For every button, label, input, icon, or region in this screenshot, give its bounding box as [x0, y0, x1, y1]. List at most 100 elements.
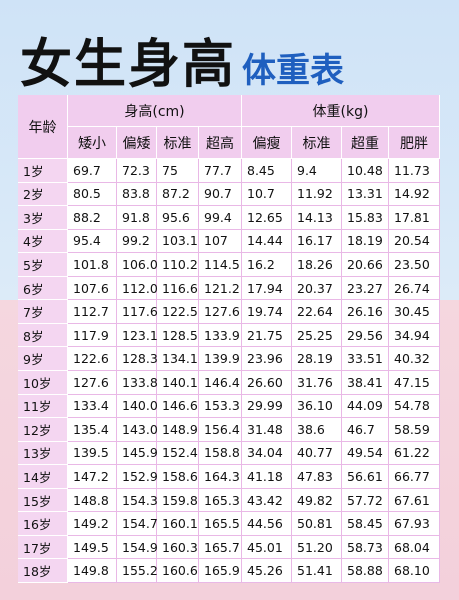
- value-cell: 160.6: [157, 559, 199, 583]
- value-cell: 91.8: [117, 206, 157, 230]
- value-cell: 158.8: [199, 441, 242, 466]
- value-cell: 147.2: [68, 465, 117, 489]
- value-cell: 133.4: [68, 394, 117, 419]
- group-header: 身高(cm): [68, 95, 242, 127]
- table: 年龄 身高(cm) 体重(kg) 矮小 偏矮 标准 超高 偏瘦 标准 超重 肥胖 1岁 69.7 72.3…: [18, 95, 440, 583]
- group-header: 体重(kg): [242, 95, 440, 127]
- value-cell: 31.48: [242, 418, 292, 442]
- age-cell: 13岁: [18, 441, 68, 466]
- value-cell: 149.2: [68, 512, 117, 536]
- value-cell: 8.45: [242, 159, 292, 183]
- value-cell: 38.6: [292, 418, 342, 442]
- value-cell: 18.26: [292, 253, 342, 277]
- value-cell: 28.19: [292, 347, 342, 371]
- value-cell: 19.74: [242, 300, 292, 324]
- value-cell: 154.7: [117, 512, 158, 536]
- value-cell: 41.18: [242, 465, 292, 489]
- value-cell: 155.2: [117, 559, 158, 583]
- age-cell: 6岁: [18, 276, 68, 301]
- value-cell: 77.7: [199, 159, 242, 183]
- sub-header: 超高: [199, 127, 242, 159]
- value-cell: 128.5: [157, 323, 199, 348]
- value-cell: 99.2: [117, 229, 157, 254]
- value-cell: 127.6: [68, 371, 117, 395]
- age-cell: 8岁: [18, 323, 68, 348]
- age-cell: 12岁: [18, 418, 68, 442]
- value-cell: 17.94: [242, 276, 292, 301]
- value-cell: 99.4: [199, 206, 242, 230]
- value-cell: 146.6: [157, 394, 199, 419]
- value-cell: 13.31: [342, 182, 389, 207]
- value-cell: 110.2: [157, 253, 199, 277]
- value-cell: 20.66: [342, 253, 389, 277]
- value-cell: 107.6: [68, 276, 117, 301]
- age-cell: 17岁: [18, 535, 68, 560]
- value-cell: 29.56: [342, 323, 389, 348]
- value-cell: 18.19: [342, 229, 389, 254]
- value-cell: 139.5: [68, 441, 117, 466]
- value-cell: 68.04: [389, 535, 440, 560]
- value-cell: 67.61: [389, 488, 440, 513]
- age-cell: 1岁: [18, 159, 68, 183]
- value-cell: 14.92: [389, 182, 440, 207]
- value-cell: 95.4: [68, 229, 117, 254]
- sub-header: 超重: [342, 127, 389, 159]
- value-cell: 165.9: [199, 559, 242, 583]
- value-cell: 112.7: [68, 300, 117, 324]
- value-cell: 114.5: [199, 253, 242, 277]
- value-cell: 25.25: [292, 323, 342, 348]
- sub-header: 偏矮: [117, 127, 157, 159]
- value-cell: 149.5: [68, 535, 117, 560]
- value-cell: 50.81: [292, 512, 342, 536]
- value-cell: 57.72: [342, 488, 389, 513]
- sub-header: 肥胖: [389, 127, 440, 159]
- value-cell: 20.54: [389, 229, 440, 254]
- value-cell: 148.9: [157, 418, 199, 442]
- value-cell: 56.61: [342, 465, 389, 489]
- value-cell: 66.77: [389, 465, 440, 489]
- value-cell: 122.5: [157, 300, 199, 324]
- value-cell: 9.4: [292, 159, 342, 183]
- age-cell: 3岁: [18, 206, 68, 230]
- value-cell: 14.13: [292, 206, 342, 230]
- value-cell: 127.6: [199, 300, 242, 324]
- value-cell: 145.9: [117, 441, 158, 466]
- value-cell: 152.9: [117, 465, 158, 489]
- sub-header: 标准: [157, 127, 199, 159]
- value-cell: 164.3: [199, 465, 242, 489]
- title-accent: 体重表: [242, 51, 345, 91]
- value-cell: 149.8: [68, 559, 117, 583]
- title-main: 女生身高: [20, 35, 237, 95]
- value-cell: 95.6: [157, 206, 199, 230]
- value-cell: 44.56: [242, 512, 292, 536]
- value-cell: 121.2: [199, 276, 242, 301]
- value-cell: 134.1: [157, 347, 199, 371]
- value-cell: 158.6: [157, 465, 199, 489]
- value-cell: 40.77: [292, 441, 342, 466]
- value-cell: 49.54: [342, 441, 389, 466]
- age-cell: 15岁: [18, 488, 68, 513]
- value-cell: 90.7: [199, 182, 242, 207]
- value-cell: 47.83: [292, 465, 342, 489]
- value-cell: 45.26: [242, 559, 292, 583]
- value-cell: 112.0: [117, 276, 158, 301]
- title: 女生身高 体重表: [20, 22, 344, 97]
- value-cell: 45.01: [242, 535, 292, 560]
- value-cell: 44.09: [342, 394, 389, 419]
- value-cell: 106.0: [117, 253, 158, 277]
- value-cell: 87.2: [157, 182, 199, 207]
- value-cell: 153.3: [199, 394, 242, 419]
- value-cell: 165.7: [199, 535, 242, 560]
- value-cell: 58.73: [342, 535, 389, 560]
- value-cell: 58.45: [342, 512, 389, 536]
- age-cell: 7岁: [18, 300, 68, 324]
- value-cell: 148.8: [68, 488, 117, 513]
- value-cell: 165.5: [199, 512, 242, 536]
- age-cell: 16岁: [18, 512, 68, 536]
- value-cell: 34.94: [389, 323, 440, 348]
- value-cell: 152.4: [157, 441, 199, 466]
- age-cell: 4岁: [18, 229, 68, 254]
- value-cell: 22.64: [292, 300, 342, 324]
- value-cell: 67.93: [389, 512, 440, 536]
- value-cell: 58.88: [342, 559, 389, 583]
